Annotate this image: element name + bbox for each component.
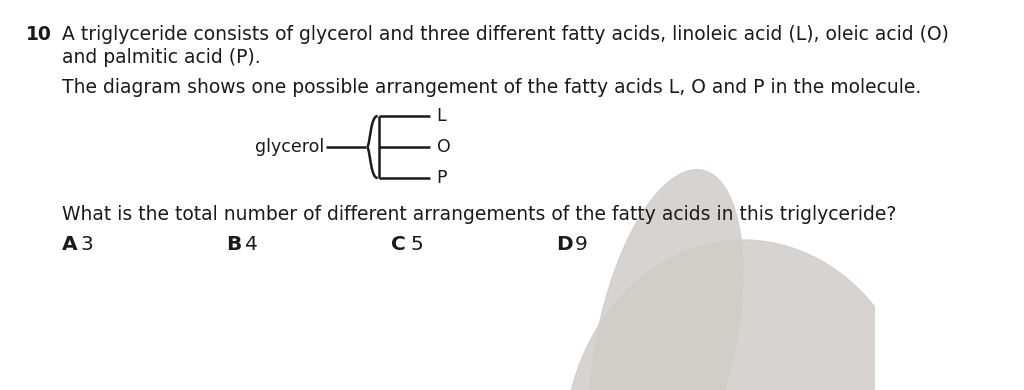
Text: O: O bbox=[436, 138, 451, 156]
Text: B: B bbox=[226, 235, 242, 254]
Text: D: D bbox=[556, 235, 572, 254]
Text: What is the total number of different arrangements of the fatty acids in this tr: What is the total number of different ar… bbox=[61, 205, 896, 224]
Text: 10: 10 bbox=[26, 25, 51, 44]
Text: 9: 9 bbox=[575, 235, 588, 254]
Text: A: A bbox=[61, 235, 77, 254]
Text: C: C bbox=[391, 235, 407, 254]
Text: glycerol: glycerol bbox=[255, 138, 325, 156]
Text: 3: 3 bbox=[80, 235, 93, 254]
Text: P: P bbox=[436, 169, 447, 187]
Text: A triglyceride consists of glycerol and three different fatty acids, linoleic ac: A triglyceride consists of glycerol and … bbox=[61, 25, 948, 44]
Ellipse shape bbox=[564, 240, 923, 390]
Text: The diagram shows one possible arrangement of the fatty acids L, O and P in the : The diagram shows one possible arrangeme… bbox=[61, 78, 921, 97]
Text: L: L bbox=[436, 107, 446, 125]
Ellipse shape bbox=[590, 170, 743, 390]
Text: 4: 4 bbox=[245, 235, 258, 254]
Text: and palmitic acid (P).: and palmitic acid (P). bbox=[61, 48, 260, 67]
Text: 5: 5 bbox=[411, 235, 423, 254]
